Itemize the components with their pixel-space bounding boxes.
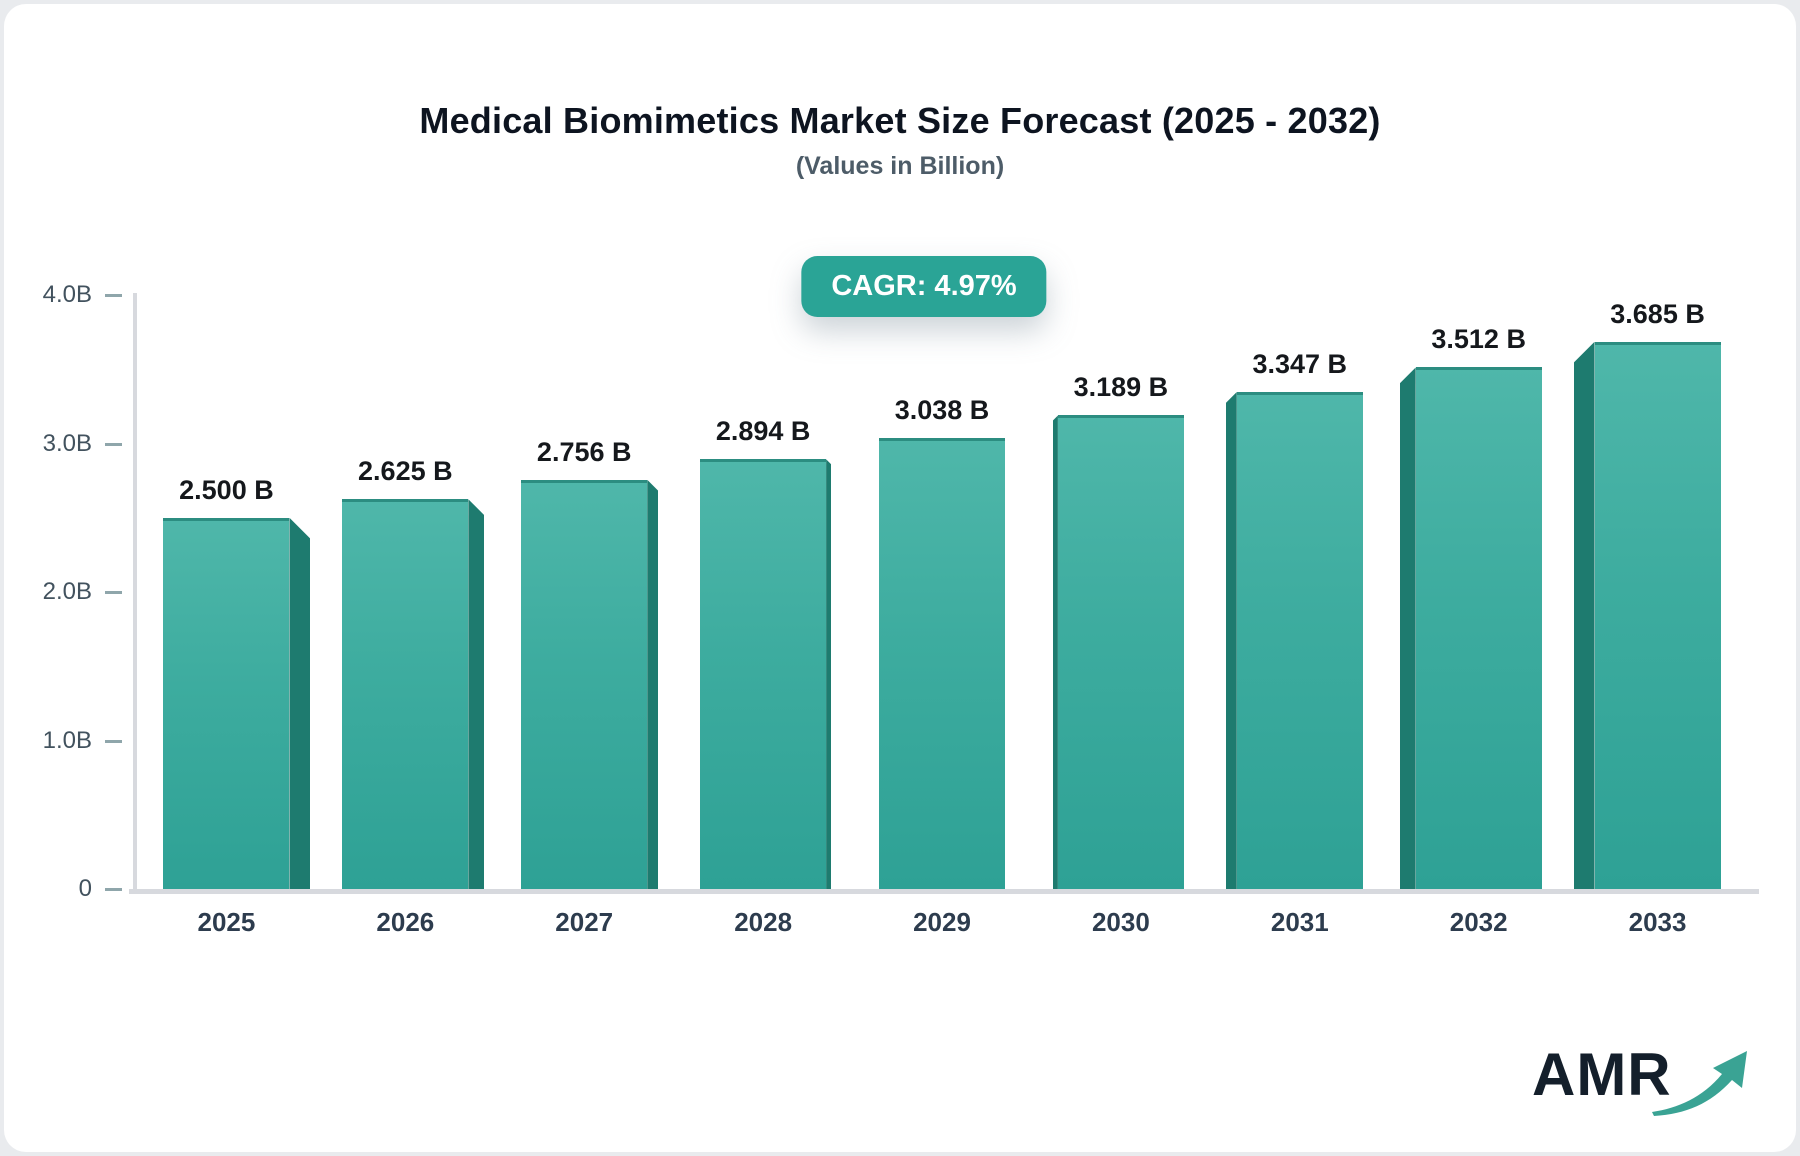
bar-side-face [1573,341,1595,889]
bar-2027: 2.756 B 2027 [521,437,659,937]
bar-slot-2033: 3.685 B 2033 [1568,295,1747,937]
x-axis-label-2025: 2025 [197,907,256,937]
bar-2029: 3.038 B 2029 [879,395,1005,937]
bar-value-label: 3.347 B [1252,348,1348,379]
y-tick-label: 4.0B [42,281,92,308]
bar-side-face [468,499,485,889]
x-axis-label-2031: 2031 [1270,907,1329,937]
bar-slot-2030: 3.189 B 2030 [1031,295,1210,937]
y-tick-dash [105,294,122,297]
bar-slot-2025: 2.500 B 2025 [137,295,316,937]
bar-value-label: 2.894 B [715,416,811,447]
plot-area: 0 1.0B 2.0B 3.0B 4.0B 2.500 B 2025 2.625 B 2026… [43,281,1759,937]
bar-side-face [647,479,659,889]
bar-side-face [1399,367,1416,889]
chart-title: Medical Biomimetics Market Size Forecast… [419,100,1381,141]
y-tick-label: 3.0B [42,429,92,457]
amr-logo: AMR [1532,1040,1747,1130]
y-tick-dash [105,442,122,446]
bar-2026: 2.625 B 2026 [342,456,485,937]
y-axis-line [133,293,137,889]
bar-slot-2026: 2.625 B 2026 [316,295,495,937]
bar-value-label: 2.756 B [536,436,632,467]
y-tick-label: 0 [78,875,92,902]
x-axis-label-2029: 2029 [913,907,971,937]
amr-logo-text: AMR [1532,1041,1672,1108]
y-tick-dash [105,739,122,743]
y-tick-label: 2.0B [42,578,92,605]
bar-slot-2031: 3.347 B 2031 [1210,295,1389,937]
x-axis-label-2026: 2026 [376,907,435,937]
chart-subtitle: (Values in Billion) [795,152,1005,180]
bar-2030: 3.189 B 2030 [1052,372,1184,937]
bar-slot-2027: 2.756 B 2027 [495,295,674,937]
x-axis-label-2030: 2030 [1091,907,1150,937]
cagr-badge: CAGR: 4.97% [801,256,1047,317]
bar-side-face [1052,415,1058,889]
growth-arrow-icon [1650,1048,1758,1125]
x-axis-label-2027: 2027 [555,907,614,937]
bar-slot-2032: 3.512 B 2032 [1389,295,1568,937]
y-tick-dash [105,888,122,891]
bar-value-label: 3.038 B [894,394,990,425]
bar-value-label: 3.189 B [1073,372,1169,403]
chart-card: Medical Biomimetics Market Size Forecast… [4,4,1796,1152]
bar-side-face [1225,391,1237,889]
bar-series: 2.500 B 2025 2.625 B 2026 2.756 B 2027 2.894 B… [137,295,1747,937]
bar-value-label: 3.512 B [1431,324,1526,355]
x-axis-label-2028: 2028 [734,907,793,937]
bar-2031: 3.347 B 2031 [1225,349,1363,937]
bar-2033: 3.685 B 2033 [1573,299,1721,937]
bar-slot-2028: 2.894 B 2028 [674,295,853,937]
bar-value-label: 2.500 B [179,474,274,505]
x-axis-label-2033: 2033 [1628,907,1687,937]
y-tick-label: 1.0B [42,726,92,754]
bar-value-label: 2.625 B [358,456,453,487]
x-axis-baseline [129,889,1759,894]
bar-slot-2029: 3.038 B 2029 [853,295,1032,937]
bar-side-face [289,517,311,889]
bar-2028: 2.894 B 2028 [700,416,832,937]
bar-2025: 2.500 B 2025 [163,475,311,937]
bar-side-face [826,459,832,889]
bar-2032: 3.512 B 2032 [1399,324,1542,937]
bar-value-label: 3.685 B [1610,298,1705,329]
y-tick-dash [105,591,122,594]
x-axis-label-2032: 2032 [1449,907,1508,937]
